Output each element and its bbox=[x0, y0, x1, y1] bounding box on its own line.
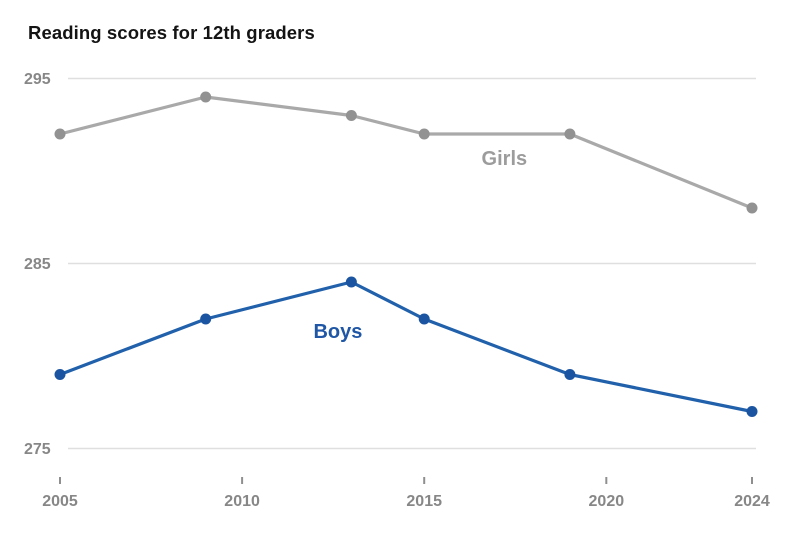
girls-data-point bbox=[345, 110, 357, 121]
girls-series-label: Girls bbox=[482, 148, 528, 170]
y-axis-label: 275 bbox=[24, 441, 51, 458]
boys-data-point bbox=[564, 369, 576, 380]
boys-data-point bbox=[200, 313, 212, 325]
girls-data-point bbox=[564, 128, 576, 140]
x-axis-label: 2005 bbox=[42, 493, 78, 510]
boys-data-point bbox=[345, 276, 357, 288]
boys-series-label: Boys bbox=[313, 321, 362, 343]
girls-data-point bbox=[54, 128, 66, 140]
girls-data-point bbox=[746, 202, 758, 214]
chart-title: Reading scores for 12th graders bbox=[28, 22, 315, 43]
girls-data-point bbox=[418, 128, 430, 140]
boys-data-point bbox=[746, 406, 758, 417]
x-axis-label: 2020 bbox=[589, 493, 625, 510]
y-axis-label: 295 bbox=[24, 71, 51, 88]
girls-data-point bbox=[200, 91, 212, 103]
x-axis-label: 2010 bbox=[224, 493, 260, 510]
girls-line bbox=[58, 95, 754, 210]
x-axis-label: 2015 bbox=[406, 493, 442, 510]
boys-data-point bbox=[54, 369, 66, 380]
boys-data-point bbox=[418, 313, 430, 325]
y-axis-label: 285 bbox=[24, 256, 51, 273]
boys-line bbox=[58, 280, 754, 414]
x-axis-label: 2024 bbox=[734, 493, 770, 510]
